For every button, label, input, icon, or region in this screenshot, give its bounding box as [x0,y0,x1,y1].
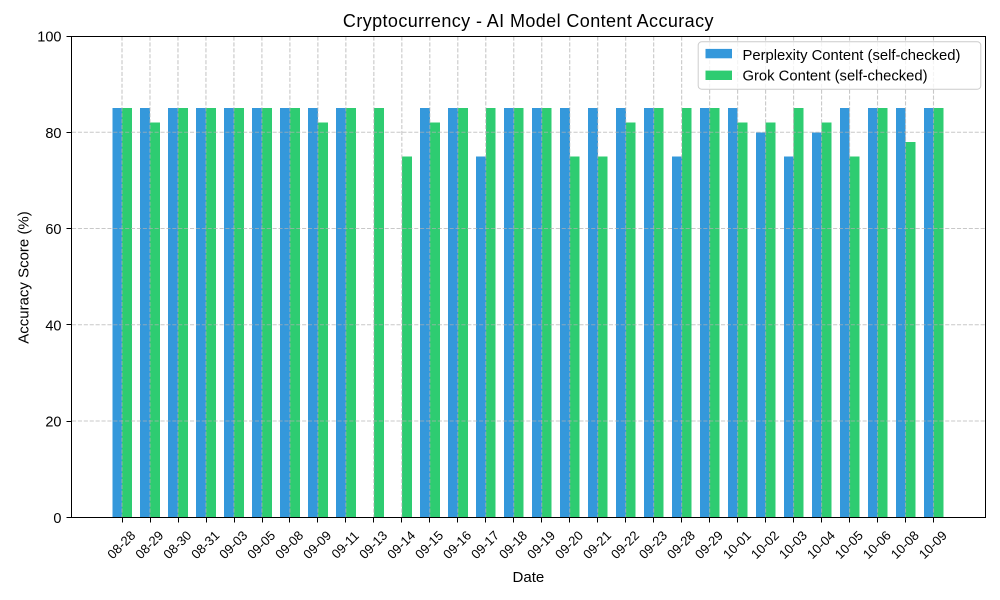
svg-text:20: 20 [45,415,61,431]
svg-text:Grok Content (self-checked): Grok Content (self-checked) [743,68,928,84]
svg-text:Perplexity Content (self-check: Perplexity Content (self-checked) [743,48,961,64]
svg-text:100: 100 [37,30,61,46]
svg-text:60: 60 [45,222,61,238]
svg-text:Accuracy Score (%): Accuracy Score (%) [16,211,33,344]
svg-text:40: 40 [45,318,61,334]
svg-text:80: 80 [45,126,61,142]
svg-text:Date: Date [513,569,545,586]
svg-text:0: 0 [53,511,61,527]
svg-text:Cryptocurrency - AI Model Cont: Cryptocurrency - AI Model Content Accura… [343,11,714,31]
